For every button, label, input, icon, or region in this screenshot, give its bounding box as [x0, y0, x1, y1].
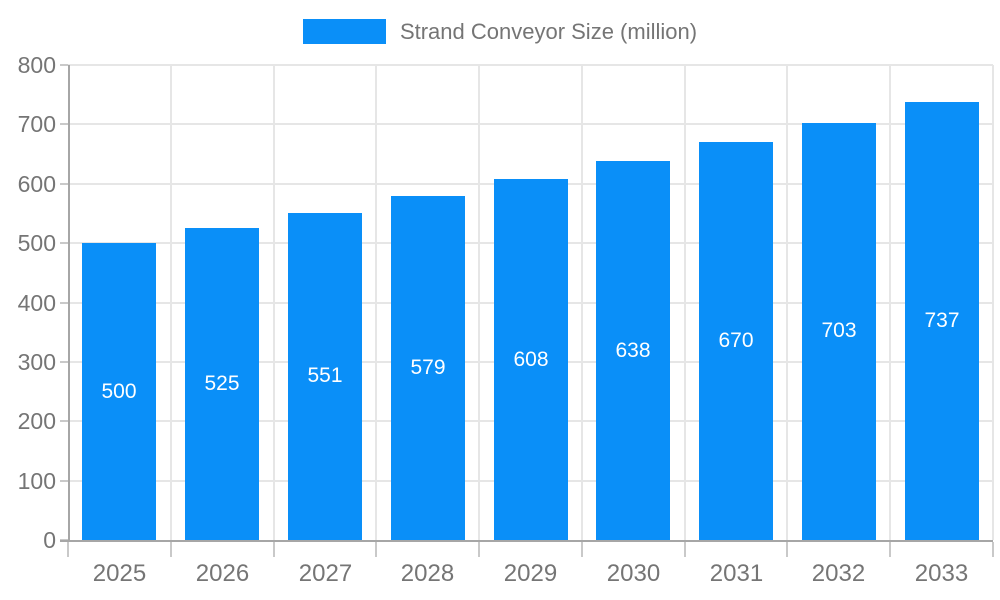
x-axis-line — [60, 540, 993, 542]
y-axis-tick — [60, 64, 68, 66]
bar-2032 — [802, 123, 876, 540]
x-tick-label: 2031 — [709, 560, 764, 587]
x-axis-tick — [992, 542, 994, 557]
y-tick-label: 100 — [17, 468, 56, 494]
x-axis-tick — [273, 542, 275, 557]
bar-2026 — [185, 228, 259, 540]
v-gridline — [170, 65, 172, 540]
bar-value-label: 670 — [718, 329, 754, 352]
y-axis-line — [68, 65, 70, 542]
y-tick-label: 500 — [17, 230, 56, 256]
bar-2030 — [596, 161, 670, 540]
bar-value-label: 737 — [924, 309, 960, 332]
bar-value-label: 500 — [101, 380, 137, 403]
x-axis-tick — [684, 542, 686, 557]
v-gridline — [581, 65, 583, 540]
y-tick-label: 0 — [43, 527, 56, 553]
x-axis-tick — [581, 542, 583, 557]
y-tick-label: 800 — [17, 52, 56, 78]
x-tick-label: 2032 — [811, 560, 866, 587]
x-tick-label: 2027 — [298, 560, 353, 587]
bar-2029 — [494, 179, 568, 540]
x-tick-label: 2026 — [195, 560, 250, 587]
x-tick-label: 2029 — [503, 560, 558, 587]
y-tick-label: 600 — [17, 171, 56, 197]
y-axis-tick — [60, 123, 68, 125]
chart-legend[interactable]: Strand Conveyor Size (million) — [0, 19, 1000, 44]
bar-value-label: 703 — [821, 319, 857, 342]
bar-2033 — [905, 102, 979, 540]
x-axis-tick — [375, 542, 377, 557]
y-tick-label: 700 — [17, 111, 56, 137]
x-axis-tick — [67, 542, 69, 557]
y-axis-tick — [60, 361, 68, 363]
x-tick-label: 2028 — [400, 560, 455, 587]
x-axis-tick — [478, 542, 480, 557]
v-gridline — [478, 65, 480, 540]
x-axis-tick — [889, 542, 891, 557]
x-tick-label: 2025 — [92, 560, 147, 587]
y-axis-tick — [60, 480, 68, 482]
bar-2031 — [699, 142, 773, 540]
bar-2027 — [288, 213, 362, 540]
bar-value-label: 579 — [410, 356, 446, 379]
v-gridline — [786, 65, 788, 540]
bar-value-label: 525 — [204, 372, 240, 395]
v-gridline — [273, 65, 275, 540]
x-axis-tick — [786, 542, 788, 557]
y-axis-tick — [60, 242, 68, 244]
h-gridline — [68, 123, 993, 125]
v-gridline — [684, 65, 686, 540]
v-gridline — [992, 65, 994, 540]
h-gridline — [68, 64, 993, 66]
bar-value-label: 638 — [615, 339, 651, 362]
x-tick-label: 2030 — [606, 560, 661, 587]
y-tick-label: 200 — [17, 408, 56, 434]
v-gridline — [889, 65, 891, 540]
y-tick-label: 300 — [17, 349, 56, 375]
y-axis-tick — [60, 420, 68, 422]
x-axis-tick — [170, 542, 172, 557]
bar-2028 — [391, 196, 465, 540]
legend-label: Strand Conveyor Size (million) — [399, 19, 698, 44]
bar-value-label: 608 — [513, 348, 549, 371]
y-tick-label: 400 — [17, 290, 56, 316]
x-tick-label: 2033 — [914, 560, 969, 587]
bar-2025 — [82, 243, 156, 540]
y-axis-tick — [60, 183, 68, 185]
v-gridline — [375, 65, 377, 540]
legend-swatch — [302, 19, 386, 44]
y-axis-tick — [60, 302, 68, 304]
bar-value-label: 551 — [307, 364, 343, 387]
